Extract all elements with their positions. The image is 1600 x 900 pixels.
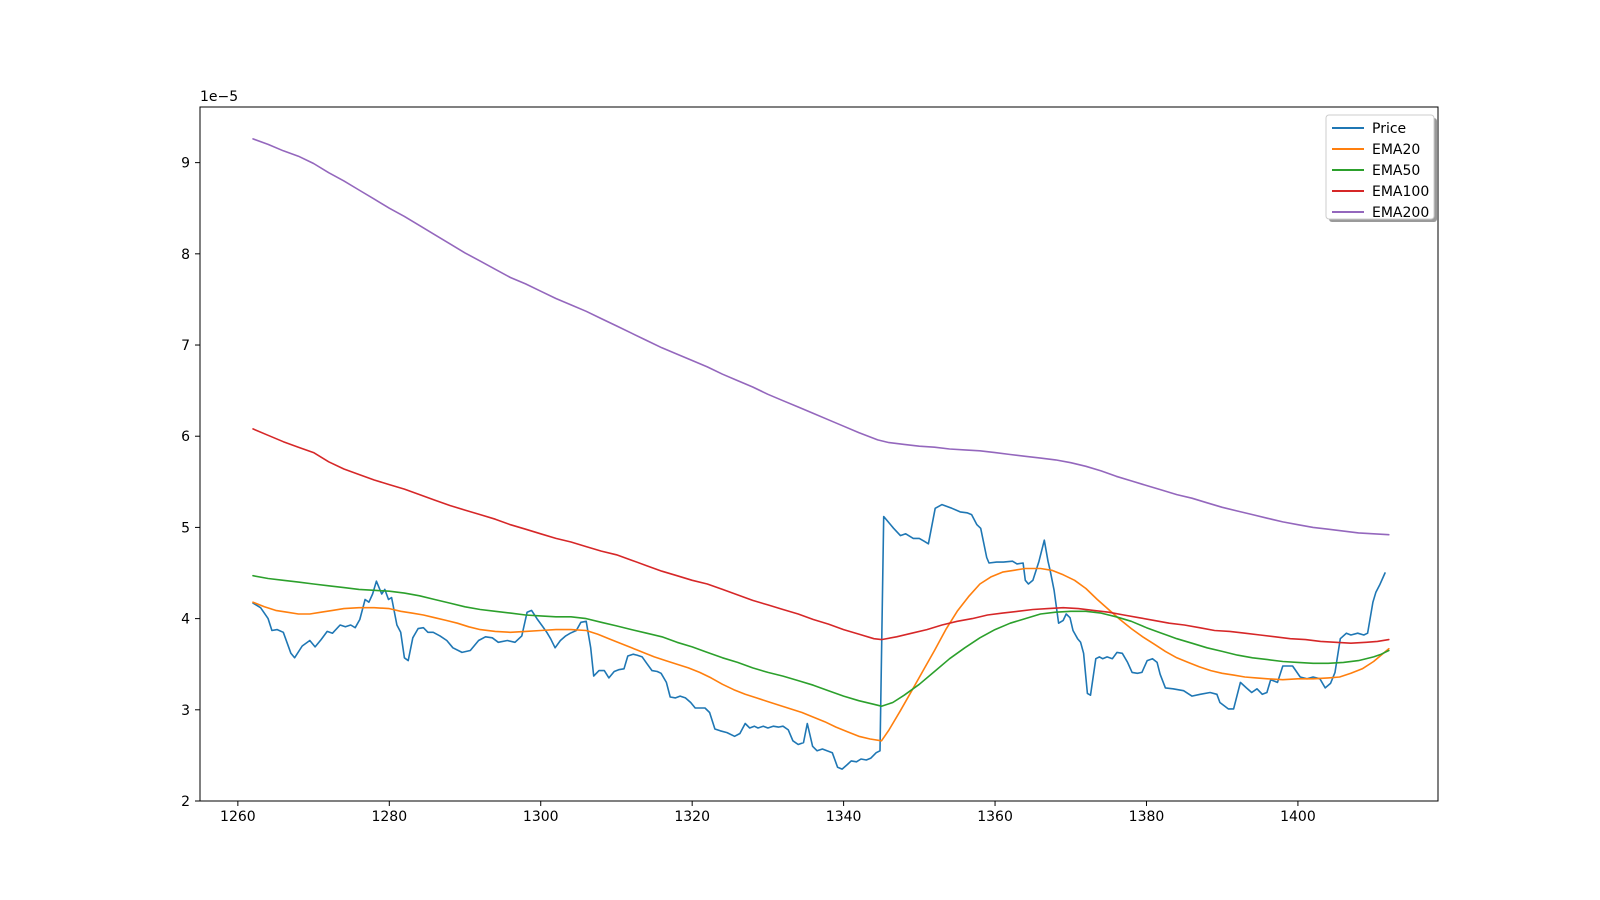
x-tick-label: 1380 bbox=[1129, 809, 1165, 825]
legend-label-ema50: EMA50 bbox=[1372, 163, 1420, 179]
series-line-ema20 bbox=[252, 567, 1390, 742]
x-tick-label: 1340 bbox=[826, 809, 862, 825]
y-axis-offset-label: 1e−5 bbox=[200, 89, 238, 105]
series-line-price bbox=[252, 503, 1386, 770]
x-tick-label: 1280 bbox=[371, 809, 407, 825]
x-tick-label: 1360 bbox=[977, 809, 1013, 825]
y-tick-label: 3 bbox=[181, 703, 190, 719]
x-tick-label: 1260 bbox=[220, 809, 256, 825]
legend-label-ema100: EMA100 bbox=[1372, 184, 1429, 200]
legend-label-ema200: EMA200 bbox=[1372, 205, 1429, 221]
y-tick-label: 2 bbox=[181, 794, 190, 810]
y-tick-label: 6 bbox=[181, 429, 190, 445]
x-tick-label: 1400 bbox=[1280, 809, 1316, 825]
legend-label-price: Price bbox=[1372, 121, 1406, 137]
series-line-ema50 bbox=[252, 574, 1390, 708]
x-tick-label: 1300 bbox=[523, 809, 559, 825]
series-line-ema200 bbox=[252, 138, 1390, 536]
x-tick-label: 1320 bbox=[674, 809, 710, 825]
legend-box bbox=[1325, 114, 1435, 220]
y-tick-label: 9 bbox=[181, 156, 190, 172]
y-tick-label: 8 bbox=[181, 247, 190, 263]
legend-label-ema20: EMA20 bbox=[1372, 142, 1420, 158]
y-tick-label: 7 bbox=[181, 338, 190, 354]
y-tick-label: 5 bbox=[181, 520, 190, 536]
series-line-ema100 bbox=[252, 428, 1390, 645]
y-tick-label: 4 bbox=[181, 612, 190, 628]
axes-frame bbox=[199, 106, 1439, 802]
